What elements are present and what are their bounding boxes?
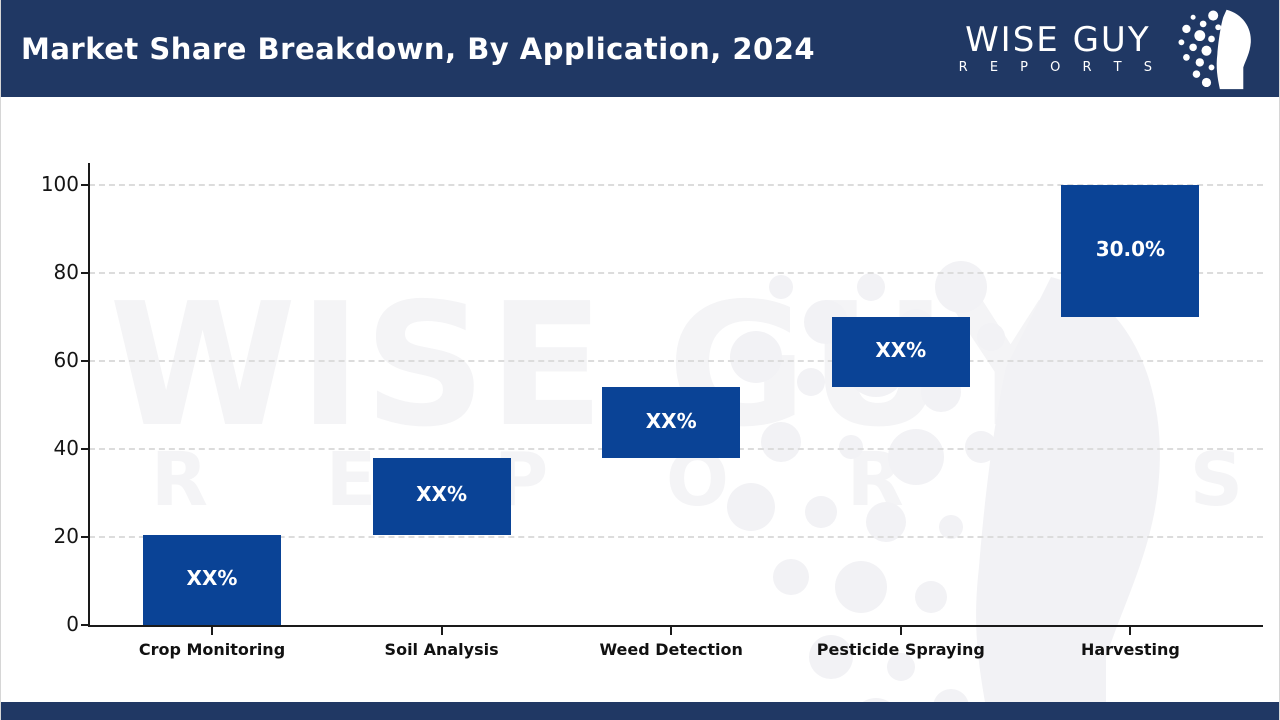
logo-wordmark: WISE GUY	[965, 20, 1151, 60]
chart-title: Market Share Breakdown, By Application, …	[21, 31, 816, 66]
footer-bar	[1, 702, 1279, 720]
wiseguy-logo-text: WISE GUY R E P O R T S	[955, 23, 1161, 74]
wiseguy-logo: WISE GUY R E P O R T S	[955, 7, 1255, 91]
watermark: WISE GUY R E P O R T S	[1, 97, 1279, 702]
wiseguy-head-icon	[1178, 9, 1251, 89]
logo-subtext: R E P O R T S	[958, 60, 1161, 75]
header-bar: Market Share Breakdown, By Application, …	[1, 0, 1279, 97]
wiseguy-head-watermark-icon	[707, 261, 1160, 702]
